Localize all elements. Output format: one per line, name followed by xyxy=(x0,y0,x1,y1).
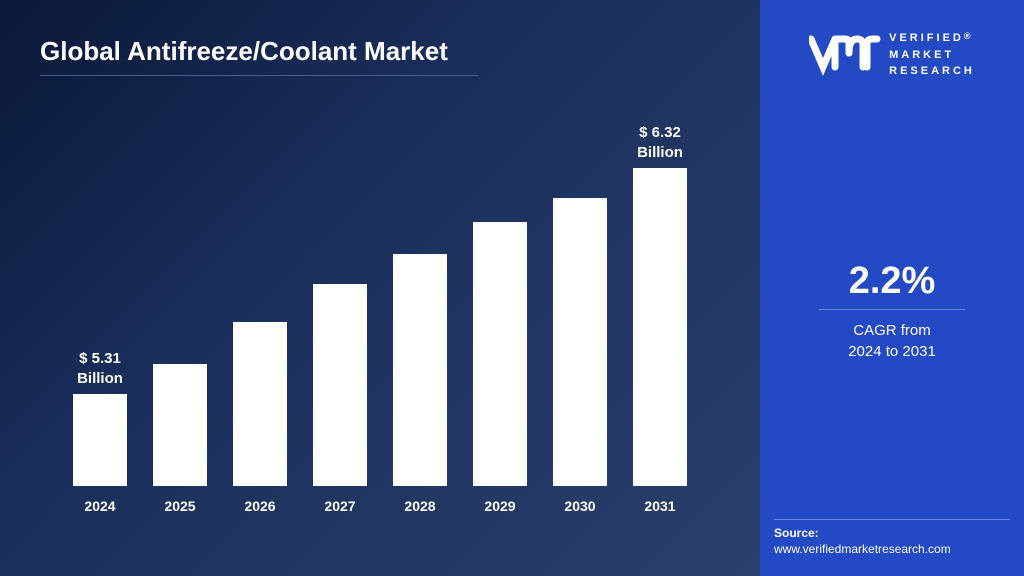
source-label: Source: xyxy=(774,526,1010,540)
x-label: 2027 xyxy=(313,498,367,514)
cagr-label-line1: CAGR from xyxy=(853,322,931,339)
x-label: 2029 xyxy=(473,498,527,514)
last-label-value: $ 6.32 xyxy=(639,124,681,141)
cagr-label: CAGR from 2024 to 2031 xyxy=(819,320,966,362)
brand-logo: VERIFIED® MARKET RESEARCH xyxy=(809,30,975,80)
chart-title: Global Antifreeze/Coolant Market xyxy=(40,36,478,76)
x-label: 2030 xyxy=(553,498,607,514)
x-label: 2028 xyxy=(393,498,447,514)
brand-line3: RESEARCH xyxy=(889,65,975,77)
bar xyxy=(393,254,447,486)
bar xyxy=(233,322,287,486)
bar-annotation-last: $ 6.32 Billion xyxy=(637,123,683,162)
first-label-unit: Billion xyxy=(77,370,123,387)
bar-2028 xyxy=(393,254,447,486)
bar xyxy=(153,364,207,486)
source-block: Source: www.verifiedmarketresearch.com xyxy=(774,519,1010,556)
vmr-logo-icon xyxy=(809,33,881,77)
x-label: 2026 xyxy=(233,498,287,514)
bar xyxy=(633,168,687,486)
bar-annotation-first: $ 5.31 Billion xyxy=(77,349,123,388)
chart-area: $ 5.31 Billion xyxy=(40,106,720,536)
bar-2030 xyxy=(553,198,607,486)
cagr-value: 2.2% xyxy=(819,260,966,310)
right-panel: VERIFIED® MARKET RESEARCH 2.2% CAGR from… xyxy=(760,0,1024,576)
cagr-block: 2.2% CAGR from 2024 to 2031 xyxy=(819,260,966,362)
bar-2027 xyxy=(313,284,367,486)
bar-2029 xyxy=(473,222,527,486)
bar-2026 xyxy=(233,322,287,486)
left-panel: Global Antifreeze/Coolant Market $ 5.31 … xyxy=(0,0,760,576)
x-label: 2024 xyxy=(73,498,127,514)
brand-text: VERIFIED® MARKET RESEARCH xyxy=(889,30,975,80)
bar xyxy=(313,284,367,486)
last-label-unit: Billion xyxy=(637,144,683,161)
registered-mark: ® xyxy=(964,31,974,41)
x-label: 2031 xyxy=(633,498,687,514)
x-axis-labels: 2024 2025 2026 2027 2028 2029 2030 2031 xyxy=(40,498,720,514)
brand-line2: MARKET xyxy=(889,49,954,61)
bar-2025 xyxy=(153,364,207,486)
bar xyxy=(553,198,607,486)
bar xyxy=(73,394,127,486)
bar xyxy=(473,222,527,486)
bar-2024: $ 5.31 Billion xyxy=(73,394,127,486)
brand-line1: VERIFIED xyxy=(889,32,964,44)
x-label: 2025 xyxy=(153,498,207,514)
cagr-label-line2: 2024 to 2031 xyxy=(848,343,936,360)
first-label-value: $ 5.31 xyxy=(79,350,121,367)
source-url: www.verifiedmarketresearch.com xyxy=(774,542,1010,556)
bars-container: $ 5.31 Billion xyxy=(40,106,720,486)
bar-2031: $ 6.32 Billion xyxy=(633,168,687,486)
